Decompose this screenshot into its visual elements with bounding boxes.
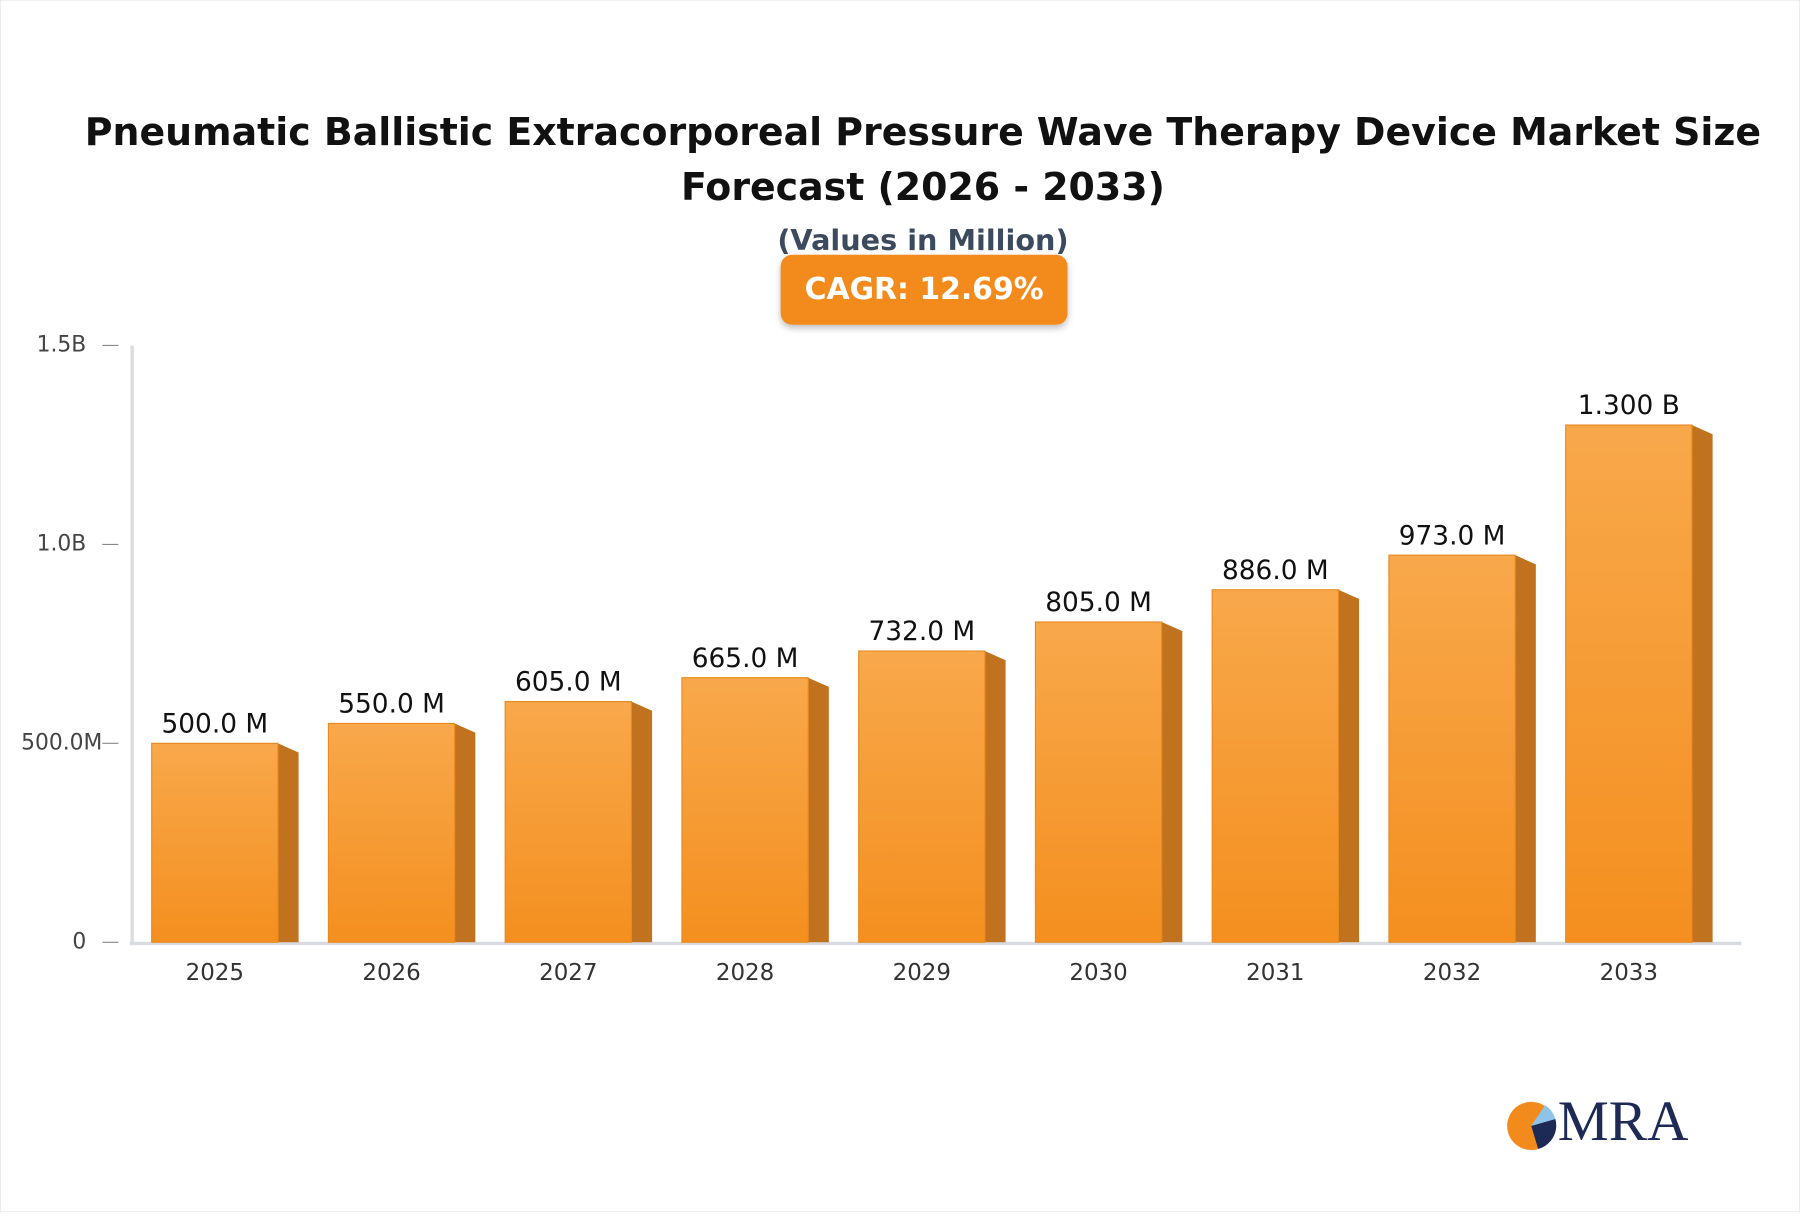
x-tick-label: 2026: [362, 960, 420, 986]
logo-icon-part: [1531, 1119, 1557, 1149]
bar: [151, 742, 279, 943]
cagr-label: CAGR: 12.69%: [805, 272, 1044, 307]
logo-icon-part: [1531, 1105, 1556, 1126]
bar: [1388, 554, 1516, 943]
x-tick-label: 2025: [186, 960, 244, 986]
value-label: 886.0 M: [1222, 556, 1329, 586]
bar: [504, 700, 633, 943]
y-tick-label: 1.0B: [37, 531, 87, 556]
cagr-badge: [780, 254, 1068, 325]
value-label: 500.0 M: [161, 709, 268, 739]
value-label: 1.300 B: [1578, 391, 1680, 421]
bar-side: [808, 677, 829, 943]
x-tick-label: 2033: [1600, 960, 1658, 986]
logo-text: MRA: [1558, 1090, 1689, 1153]
bar-side: [1515, 555, 1536, 943]
chart-title-line1: Pneumatic Ballistic Extracorporeal Press…: [85, 110, 1761, 154]
y-tick-label: 500.0M: [21, 730, 102, 755]
bar: [681, 677, 809, 943]
bar-side: [984, 651, 1006, 943]
x-tick-label: 2029: [893, 960, 951, 986]
value-label: 605.0 M: [515, 668, 622, 698]
value-label: 973.0 M: [1399, 521, 1506, 551]
value-label: 665.0 M: [692, 644, 799, 674]
value-label: 550.0 M: [338, 690, 445, 720]
bar: [327, 722, 456, 943]
bar-side: [277, 743, 299, 943]
bar: [858, 650, 986, 943]
x-tick-label: 2027: [539, 960, 597, 986]
y-tick-label: 0: [72, 929, 86, 954]
bar-side: [1691, 425, 1713, 943]
x-tick-label: 2031: [1246, 960, 1304, 986]
chart-subtitle: (Values in Million): [777, 223, 1068, 257]
value-label: 805.0 M: [1045, 588, 1152, 618]
bar-side: [631, 701, 653, 943]
x-tick-label: 2028: [716, 960, 774, 986]
bar-side: [454, 723, 476, 943]
chart-title-line2: Forecast (2026 - 2033): [681, 165, 1165, 209]
bar-side: [1338, 589, 1360, 943]
y-tick-label: 1.5B: [37, 332, 87, 357]
bar: [1034, 621, 1163, 943]
x-tick-label: 2032: [1423, 960, 1481, 986]
x-tick-label: 2030: [1069, 960, 1127, 986]
value-label: 732.0 M: [868, 617, 975, 647]
bar-side: [1161, 621, 1183, 943]
bar: [1211, 589, 1340, 943]
bar: [1565, 424, 1693, 943]
